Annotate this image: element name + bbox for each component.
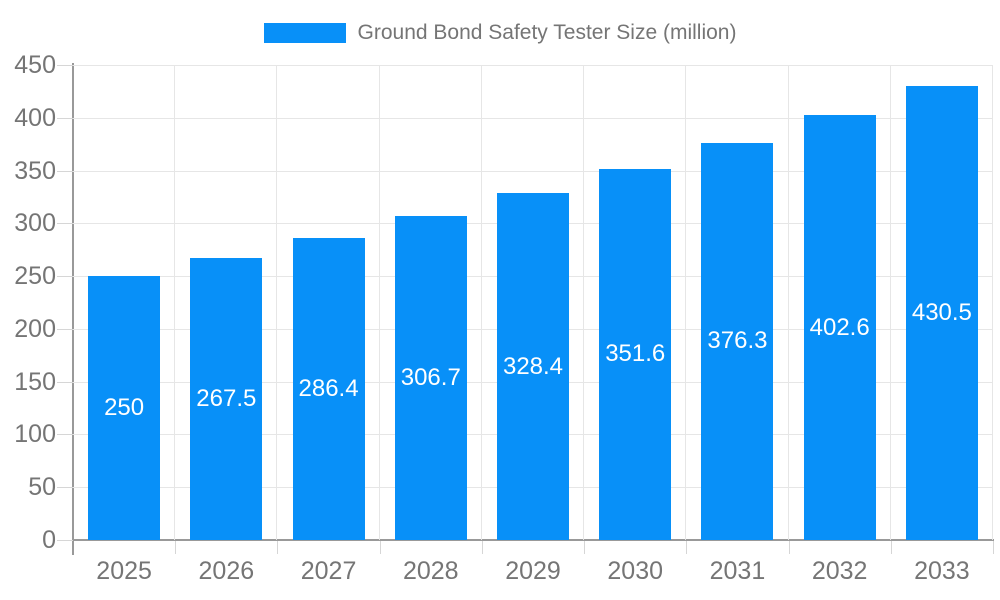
gridline-vertical bbox=[992, 65, 993, 540]
x-tick-label: 2030 bbox=[607, 557, 664, 585]
x-tick-label: 2026 bbox=[198, 557, 255, 585]
legend-label: Ground Bond Safety Tester Size (million) bbox=[357, 21, 737, 44]
bar-value-label: 267.5 bbox=[196, 384, 257, 412]
y-tick-label: 450 bbox=[14, 51, 56, 79]
bar-value-label: 328.4 bbox=[502, 352, 564, 380]
y-tick-mark bbox=[57, 223, 73, 225]
bar-2030[interactable]: 351.6 bbox=[599, 168, 672, 540]
x-tick-mark bbox=[686, 541, 688, 554]
bar-2029[interactable]: 328.4 bbox=[497, 193, 569, 540]
x-tick-label: 2032 bbox=[811, 557, 868, 585]
y-tick-mark bbox=[57, 117, 73, 119]
x-tick-mark bbox=[73, 541, 74, 554]
y-tick-label: 100 bbox=[14, 420, 56, 449]
x-tick-label: 2028 bbox=[402, 557, 459, 585]
y-tick-label: 300 bbox=[14, 209, 56, 238]
gridline-vertical bbox=[685, 65, 687, 540]
gridline-horizontal bbox=[73, 170, 993, 172]
y-tick-mark bbox=[57, 65, 73, 66]
gridline-horizontal bbox=[73, 65, 993, 66]
gridline-vertical bbox=[583, 65, 585, 540]
x-tick-mark bbox=[277, 541, 279, 554]
x-tick-label: 2033 bbox=[914, 557, 970, 585]
x-tick-label: 2025 bbox=[96, 557, 152, 585]
legend[interactable]: Ground Bond Safety Tester Size (million) bbox=[0, 18, 1000, 48]
gridline-vertical bbox=[378, 65, 380, 540]
y-tick-label: 150 bbox=[14, 367, 56, 396]
gridline-vertical bbox=[480, 65, 482, 540]
x-tick-mark bbox=[788, 541, 790, 554]
bar-value-label: 430.5 bbox=[911, 298, 972, 326]
bar-2027[interactable]: 286.4 bbox=[292, 237, 365, 540]
x-tick-mark bbox=[993, 541, 994, 554]
bar-2026[interactable]: 267.5 bbox=[190, 257, 263, 540]
y-tick-label: 50 bbox=[28, 473, 56, 502]
gridline-vertical bbox=[174, 65, 176, 540]
plot-area: 250 267.5 286.4 306.7 328.4 351.6 376.3 402.6 43… bbox=[73, 65, 993, 540]
bar-2028[interactable]: 306.7 bbox=[394, 216, 467, 540]
y-tick-label: 350 bbox=[14, 156, 56, 185]
y-tick-mark bbox=[57, 434, 73, 436]
gridline-horizontal bbox=[73, 117, 993, 119]
bar-value-label: 351.6 bbox=[605, 340, 666, 368]
y-tick-mark bbox=[57, 170, 73, 172]
y-tick-mark bbox=[57, 328, 73, 330]
y-tick-label: 400 bbox=[14, 103, 56, 132]
x-tick-label: 2027 bbox=[300, 557, 357, 585]
bar-value-label: 250 bbox=[104, 394, 145, 422]
bar-2032[interactable]: 402.6 bbox=[803, 115, 876, 540]
x-axis-line bbox=[73, 539, 994, 541]
bar-2031[interactable]: 376.3 bbox=[701, 142, 774, 540]
gridline-vertical bbox=[276, 65, 278, 540]
x-tick-label: 2029 bbox=[505, 557, 561, 585]
y-tick-mark bbox=[57, 540, 73, 541]
x-tick-mark bbox=[379, 541, 381, 554]
gridline-vertical bbox=[787, 65, 789, 540]
gridline-vertical bbox=[889, 65, 891, 540]
bar-value-label: 376.3 bbox=[707, 327, 768, 355]
bar-value-label: 286.4 bbox=[298, 374, 359, 402]
y-axis-line bbox=[72, 63, 74, 555]
y-tick-label: 200 bbox=[14, 314, 56, 343]
y-tick-label: 250 bbox=[14, 262, 56, 291]
x-tick-mark bbox=[584, 541, 586, 554]
y-tick-mark bbox=[57, 276, 73, 278]
x-tick-mark bbox=[175, 541, 177, 554]
bar-2033[interactable]: 430.5 bbox=[905, 85, 978, 540]
y-tick-mark bbox=[57, 487, 73, 489]
y-tick-label: 0 bbox=[42, 526, 56, 554]
x-tick-label: 2031 bbox=[709, 557, 766, 585]
bar-2025[interactable]: 250 bbox=[88, 276, 161, 540]
bar-value-label: 402.6 bbox=[809, 313, 870, 341]
legend-swatch-icon bbox=[263, 23, 346, 43]
bar-value-label: 306.7 bbox=[400, 364, 461, 392]
y-tick-mark bbox=[57, 381, 73, 383]
x-tick-mark bbox=[481, 541, 483, 554]
x-tick-mark bbox=[890, 541, 892, 554]
